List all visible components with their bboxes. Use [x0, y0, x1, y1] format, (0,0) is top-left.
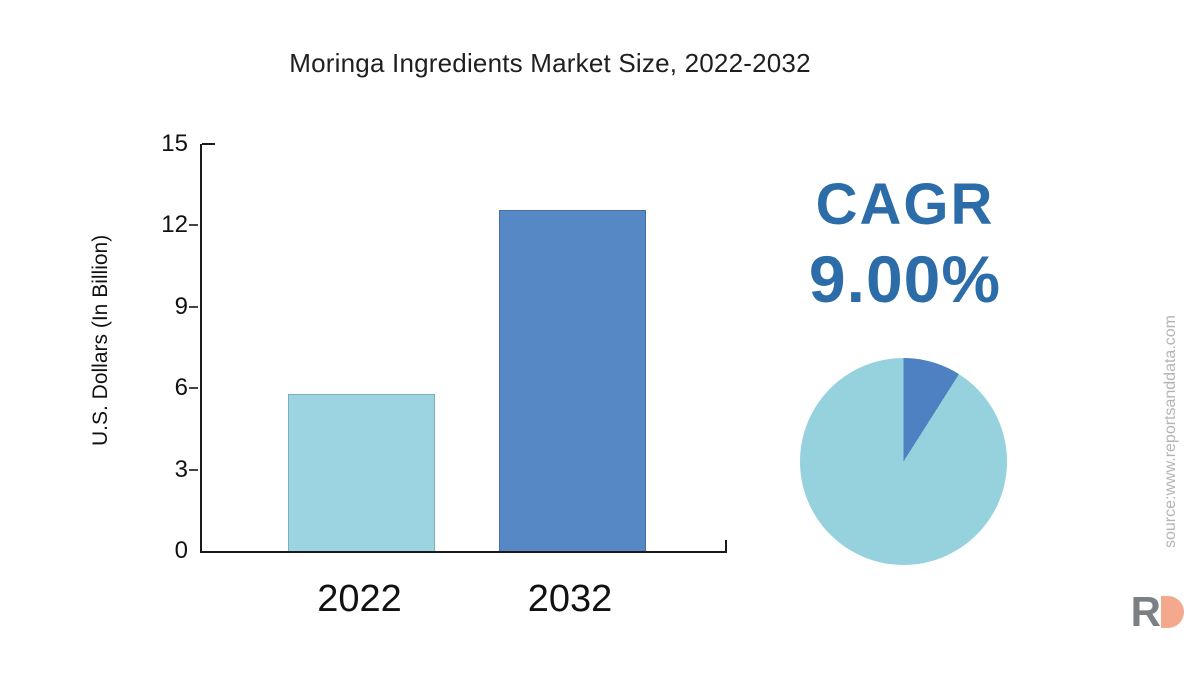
x-tick-label-2022: 2022 — [317, 578, 402, 620]
x-tick-label-2032: 2032 — [527, 578, 613, 620]
cagr-pie-chart — [800, 358, 1007, 565]
y-tick-label: 6 — [174, 374, 188, 402]
bar-2022 — [288, 393, 435, 551]
y-tick-label: 0 — [174, 537, 188, 564]
chart-title: Moringa Ingredients Market Size, 2022-20… — [289, 48, 811, 78]
logo-letter-r: R — [1130, 588, 1161, 635]
y-tick-label: 9 — [174, 292, 188, 320]
cagr-block: CAGR 9.00% — [775, 172, 1035, 316]
x-axis-labels: 2022 2032 — [200, 578, 725, 628]
cagr-value: 9.00% — [808, 242, 1002, 316]
y-tick-mark — [189, 387, 198, 390]
y-tick-mark — [189, 468, 198, 471]
bar-2032 — [498, 210, 646, 551]
y-tick-mark — [189, 305, 198, 308]
y-tick-label: 12 — [161, 211, 188, 239]
bar-plot-area — [200, 143, 727, 553]
x-axis-end-cap — [725, 540, 727, 551]
y-tick-label: 15 — [161, 130, 188, 157]
reportsanddata-logo: R — [1130, 588, 1184, 635]
y-axis-end-cap — [202, 143, 215, 145]
y-tick-label: 3 — [174, 455, 188, 483]
y-axis-ticks: 0 3 6 9 12 15 — [0, 130, 198, 564]
y-tick-mark — [189, 224, 198, 227]
cagr-label: CAGR — [815, 172, 995, 237]
source-attribution: source:www.reportsanddata.com — [1162, 315, 1179, 548]
logo-d-shape-icon — [1161, 596, 1184, 628]
